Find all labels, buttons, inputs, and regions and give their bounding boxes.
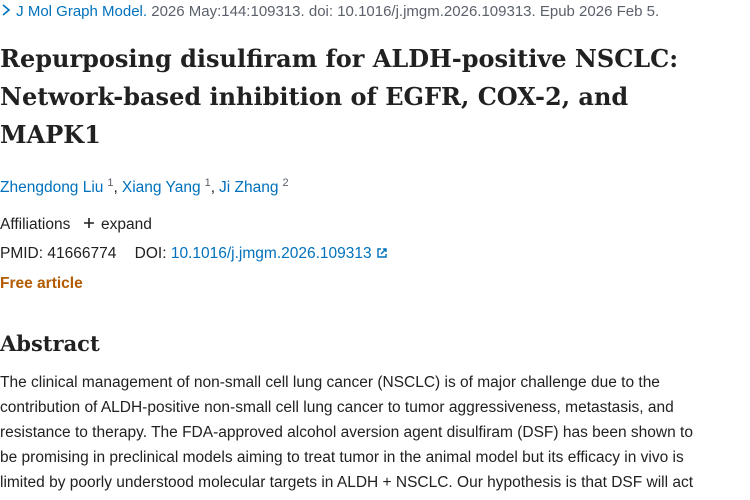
author-separator: , bbox=[113, 179, 118, 196]
title-line: MAPK1 bbox=[0, 120, 101, 149]
author-name[interactable]: Xiang Yang bbox=[121, 179, 201, 196]
title-line: Network-based inhibition of EGFR, COX-2,… bbox=[0, 82, 629, 111]
plus-icon[interactable] bbox=[83, 217, 97, 229]
abstract-heading: Abstract bbox=[0, 331, 100, 356]
identifiers: PMID: 41666774 DOI: 10.1016/j.jmgm.2026.… bbox=[0, 245, 388, 263]
abstract-line: be promising in preclinical models aimin… bbox=[0, 449, 684, 466]
doi-link[interactable]: 10.1016/j.jmgm.2026.109313 bbox=[170, 245, 372, 262]
expand-toggle[interactable]: expand bbox=[101, 216, 152, 233]
chevron-icon bbox=[2, 4, 11, 16]
free-article: Free article bbox=[0, 275, 83, 292]
affiliation-number[interactable]: 2 bbox=[282, 177, 289, 189]
abstract-line: contribution of ALDH-positive non-small … bbox=[0, 399, 674, 416]
affiliation-number[interactable]: 1 bbox=[204, 177, 211, 189]
citation-details: 2026 May:144:109313. doi: 10.1016/j.jmgm… bbox=[151, 3, 660, 20]
pmid-label: PMID: bbox=[0, 245, 44, 262]
abstract-line: resistance to therapy. The FDA-approved … bbox=[0, 424, 693, 441]
doi-label: DOI: bbox=[134, 245, 167, 262]
author-name[interactable]: Zhengdong Liu bbox=[0, 179, 104, 196]
abstract-line: The clinical management of non-small cel… bbox=[0, 374, 660, 391]
authors: Zhengdong Liu 1, Xiang Yang 1, Ji Zhang 2 bbox=[0, 177, 289, 197]
author-separator: , bbox=[210, 179, 216, 196]
affiliation-number[interactable]: 1 bbox=[107, 177, 114, 189]
title-line: Repurposing disulfiram for ALDH-positive… bbox=[0, 44, 679, 73]
affiliations: Affiliations expand bbox=[0, 216, 152, 234]
pmid: 41666774 bbox=[47, 245, 117, 262]
journal-link[interactable]: J Mol Graph Model. bbox=[16, 3, 148, 20]
author-name[interactable]: Ji Zhang bbox=[219, 179, 279, 196]
affiliations-label: Affiliations bbox=[0, 216, 71, 233]
abstract-line: limited by poorly understood molecular t… bbox=[0, 474, 694, 491]
external-link-icon[interactable] bbox=[376, 247, 388, 259]
citation: J Mol Graph Model. 2026 May:144:109313. … bbox=[0, 3, 659, 20]
